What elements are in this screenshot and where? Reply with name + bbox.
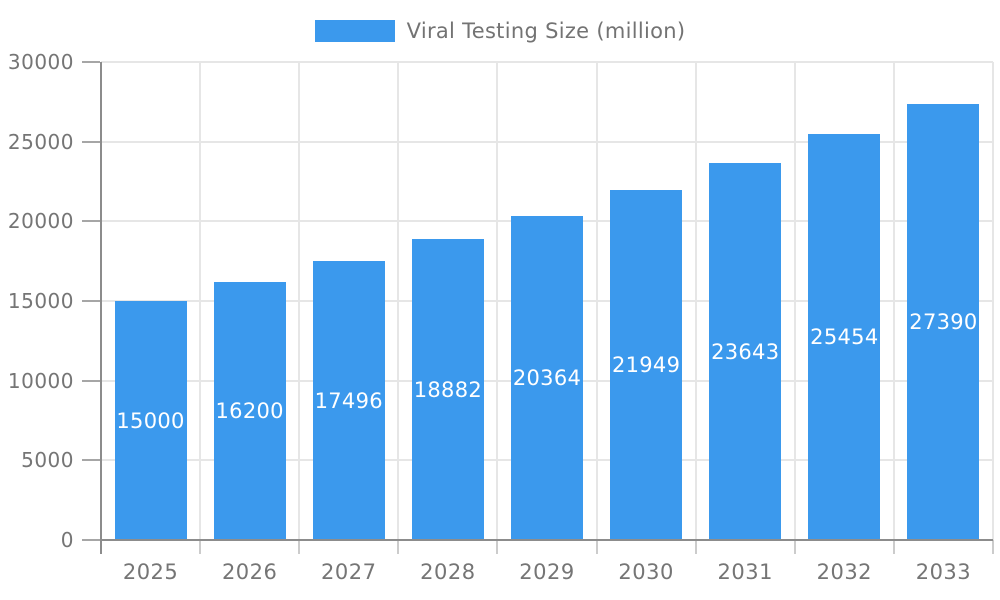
- bar-value-label: 16200: [215, 398, 284, 423]
- legend-swatch-icon: [314, 20, 395, 42]
- bar-2031[interactable]: 23643: [709, 163, 782, 540]
- x-axis-tick: [595, 540, 598, 554]
- vertical-gridline: [595, 62, 598, 540]
- bar-value-label: 25454: [810, 325, 879, 350]
- y-axis-tick: [82, 140, 100, 143]
- x-axis-category-label: 2027: [321, 560, 377, 584]
- y-axis-tick-label: 10000: [7, 368, 74, 393]
- y-axis-tick: [82, 539, 100, 541]
- bar-2032[interactable]: 25454: [808, 134, 881, 540]
- x-axis-tick: [496, 540, 499, 554]
- x-axis-category-label: 2030: [618, 560, 674, 584]
- bar-value-label: 23643: [711, 339, 780, 364]
- vertical-gridline: [397, 62, 400, 540]
- horizontal-gridline: [101, 61, 993, 63]
- vertical-gridline: [793, 62, 796, 540]
- bar-value-label: 20364: [512, 365, 582, 390]
- plot-area: 0 5000 10000 15000 20000 25000 30000 15000 2025 1…: [8, 50, 994, 584]
- bar-2027[interactable]: 17496: [312, 261, 385, 540]
- bar-2030[interactable]: 21949: [610, 190, 683, 540]
- y-axis-tick-label: 30000: [7, 50, 74, 74]
- x-axis-category-label: 2033: [915, 560, 972, 584]
- y-axis-tick-label: 0: [60, 528, 74, 552]
- x-axis-tick: [298, 540, 301, 554]
- horizontal-gridline: [101, 140, 993, 143]
- bar-2028[interactable]: 18882: [411, 239, 484, 540]
- x-axis-category-label: 2025: [122, 560, 179, 584]
- legend-label: Viral Testing Size (million): [406, 19, 686, 43]
- chart-legend: Viral Testing Size (million): [0, 15, 1000, 47]
- bar-2026[interactable]: 16200: [213, 281, 286, 540]
- bar-value-label: 17496: [314, 388, 383, 413]
- y-axis-tick: [82, 220, 100, 223]
- vertical-gridline: [892, 62, 895, 540]
- x-axis-category-label: 2032: [816, 560, 873, 584]
- vertical-gridline: [199, 62, 202, 540]
- x-axis-tick: [694, 540, 697, 554]
- vertical-gridline: [496, 62, 499, 540]
- y-axis-tick: [82, 300, 100, 302]
- x-axis-tick: [892, 540, 895, 554]
- vertical-gridline: [694, 62, 697, 540]
- x-axis-tick: [992, 540, 994, 554]
- y-axis-tick-label: 25000: [7, 129, 74, 154]
- bar-2025[interactable]: 15000: [114, 301, 187, 540]
- bar-value-label: 27390: [909, 309, 978, 334]
- bar-value-label: 18882: [413, 377, 483, 402]
- x-axis-tick: [793, 540, 796, 554]
- y-axis-line: [100, 62, 102, 554]
- x-axis-category-label: 2029: [519, 560, 575, 584]
- y-axis-tick-label: 15000: [7, 289, 74, 313]
- bar-value-label: 15000: [116, 408, 185, 433]
- y-axis-tick-label: 5000: [21, 448, 74, 473]
- x-axis-category-label: 2026: [221, 560, 278, 584]
- y-axis-tick: [82, 459, 100, 462]
- x-axis-category-label: 2031: [717, 560, 773, 584]
- bar-2029[interactable]: 20364: [511, 215, 583, 540]
- y-axis-tick-label: 20000: [7, 209, 74, 234]
- x-axis-category-label: 2028: [420, 560, 476, 584]
- vertical-gridline: [298, 62, 301, 540]
- x-axis-tick: [199, 540, 202, 554]
- bar-2033[interactable]: 27390: [907, 103, 980, 540]
- y-axis-tick: [82, 379, 100, 382]
- legend-item-viral-testing-size[interactable]: Viral Testing Size (million): [314, 19, 686, 43]
- x-axis-tick: [397, 540, 400, 554]
- vertical-gridline: [992, 62, 994, 540]
- y-axis-tick: [82, 61, 100, 63]
- x-axis-line: [101, 539, 993, 541]
- bar-value-label: 21949: [611, 353, 681, 378]
